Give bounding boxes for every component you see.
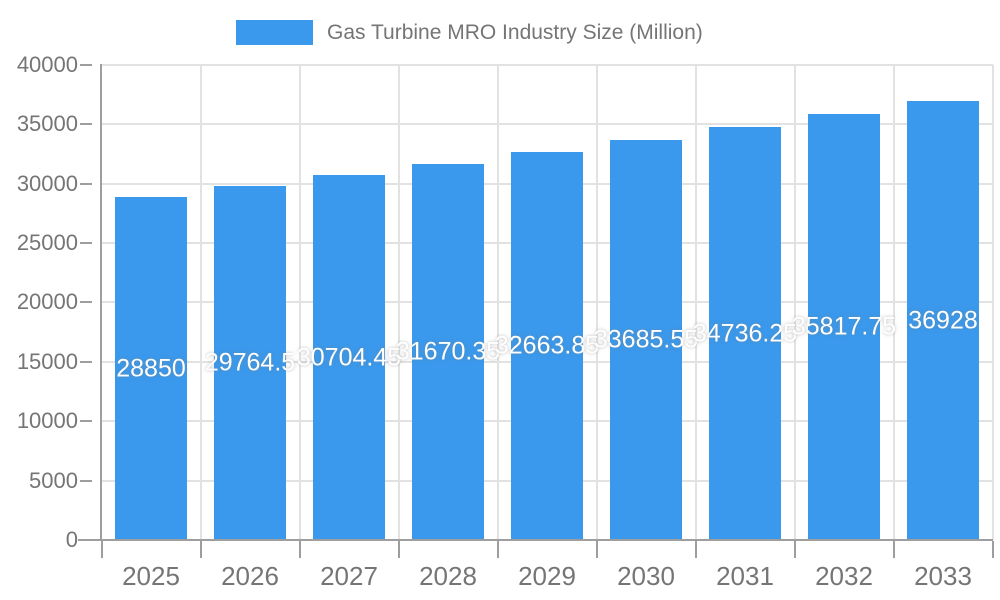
y-tick-label: 35000: [16, 111, 78, 137]
x-axis-tick: [793, 541, 796, 558]
bar-value-label: 35817.75: [791, 312, 897, 341]
gridline-vertical: [496, 64, 499, 540]
bar: [214, 186, 286, 540]
bar: [907, 101, 979, 540]
bar: [610, 139, 682, 540]
legend-label: Gas Turbine MRO Industry Size (Million): [327, 20, 703, 44]
gridline-horizontal: [101, 63, 993, 66]
y-axis-tick: [80, 123, 92, 126]
bar: [115, 197, 187, 540]
gridline-vertical: [694, 64, 697, 540]
gridline-vertical: [892, 64, 895, 540]
bar-value-label: 36928: [908, 306, 978, 335]
y-axis-tick: [80, 242, 92, 244]
bar: [511, 151, 583, 540]
bar-value-label: 34736.25: [692, 319, 798, 348]
legend-swatch: [236, 20, 313, 45]
bar: [808, 114, 880, 540]
bar-value-label: 30704.45: [296, 343, 402, 372]
bar-value-label: 28850: [116, 354, 186, 383]
bar: [412, 163, 484, 540]
x-tick-label: 2029: [518, 561, 576, 591]
x-tick-label: 2031: [716, 561, 774, 591]
x-axis-tick: [694, 541, 697, 558]
bar-value-label: 32663.85: [494, 331, 600, 360]
y-axis-tick: [80, 360, 92, 363]
y-tick-label: 40000: [16, 51, 78, 77]
x-axis-tick: [397, 541, 400, 558]
gridline-vertical: [199, 64, 202, 540]
bar-value-label: 29764.5: [204, 348, 296, 377]
x-axis-tick: [991, 541, 994, 558]
gridline-vertical: [595, 64, 598, 540]
x-tick-label: 2027: [320, 561, 378, 591]
bar: [313, 175, 385, 540]
bar: [709, 127, 781, 540]
y-tick-label: 0: [65, 527, 78, 552]
x-axis-tick: [298, 541, 301, 558]
y-axis-line: [100, 64, 102, 542]
x-axis-tick: [199, 541, 202, 558]
x-axis-tick: [595, 541, 598, 558]
x-tick-label: 2028: [419, 561, 477, 591]
gridline-vertical: [793, 64, 796, 540]
y-tick-label: 25000: [16, 230, 78, 255]
y-axis-tick: [80, 479, 92, 482]
x-tick-label: 2030: [617, 561, 675, 591]
y-tick-label: 20000: [16, 289, 78, 315]
y-tick-label: 30000: [16, 170, 78, 196]
bar-value-label: 31670.35: [395, 337, 501, 366]
gridline-horizontal: [101, 123, 993, 126]
y-axis-tick: [80, 63, 92, 66]
y-axis-tick: [80, 420, 92, 423]
x-axis-line: [78, 539, 993, 541]
y-tick-label: 10000: [16, 408, 78, 434]
gridline-vertical: [298, 64, 301, 540]
x-tick-label: 2033: [914, 561, 972, 591]
bar-value-label: 33685.55: [593, 325, 699, 354]
gridline-vertical: [991, 64, 994, 540]
x-tick-label: 2032: [815, 561, 873, 591]
legend-item[interactable]: Gas Turbine MRO Industry Size (Million): [236, 20, 703, 45]
x-axis-tick: [892, 541, 895, 558]
x-axis-tick: [100, 541, 103, 558]
y-tick-label: 15000: [16, 348, 78, 374]
y-axis-tick: [80, 301, 92, 304]
x-axis-tick: [496, 541, 499, 558]
x-tick-label: 2026: [221, 561, 279, 591]
y-axis-tick: [80, 182, 92, 185]
x-tick-label: 2025: [122, 561, 180, 591]
y-tick-label: 5000: [29, 467, 78, 493]
gridline-vertical: [397, 64, 400, 540]
